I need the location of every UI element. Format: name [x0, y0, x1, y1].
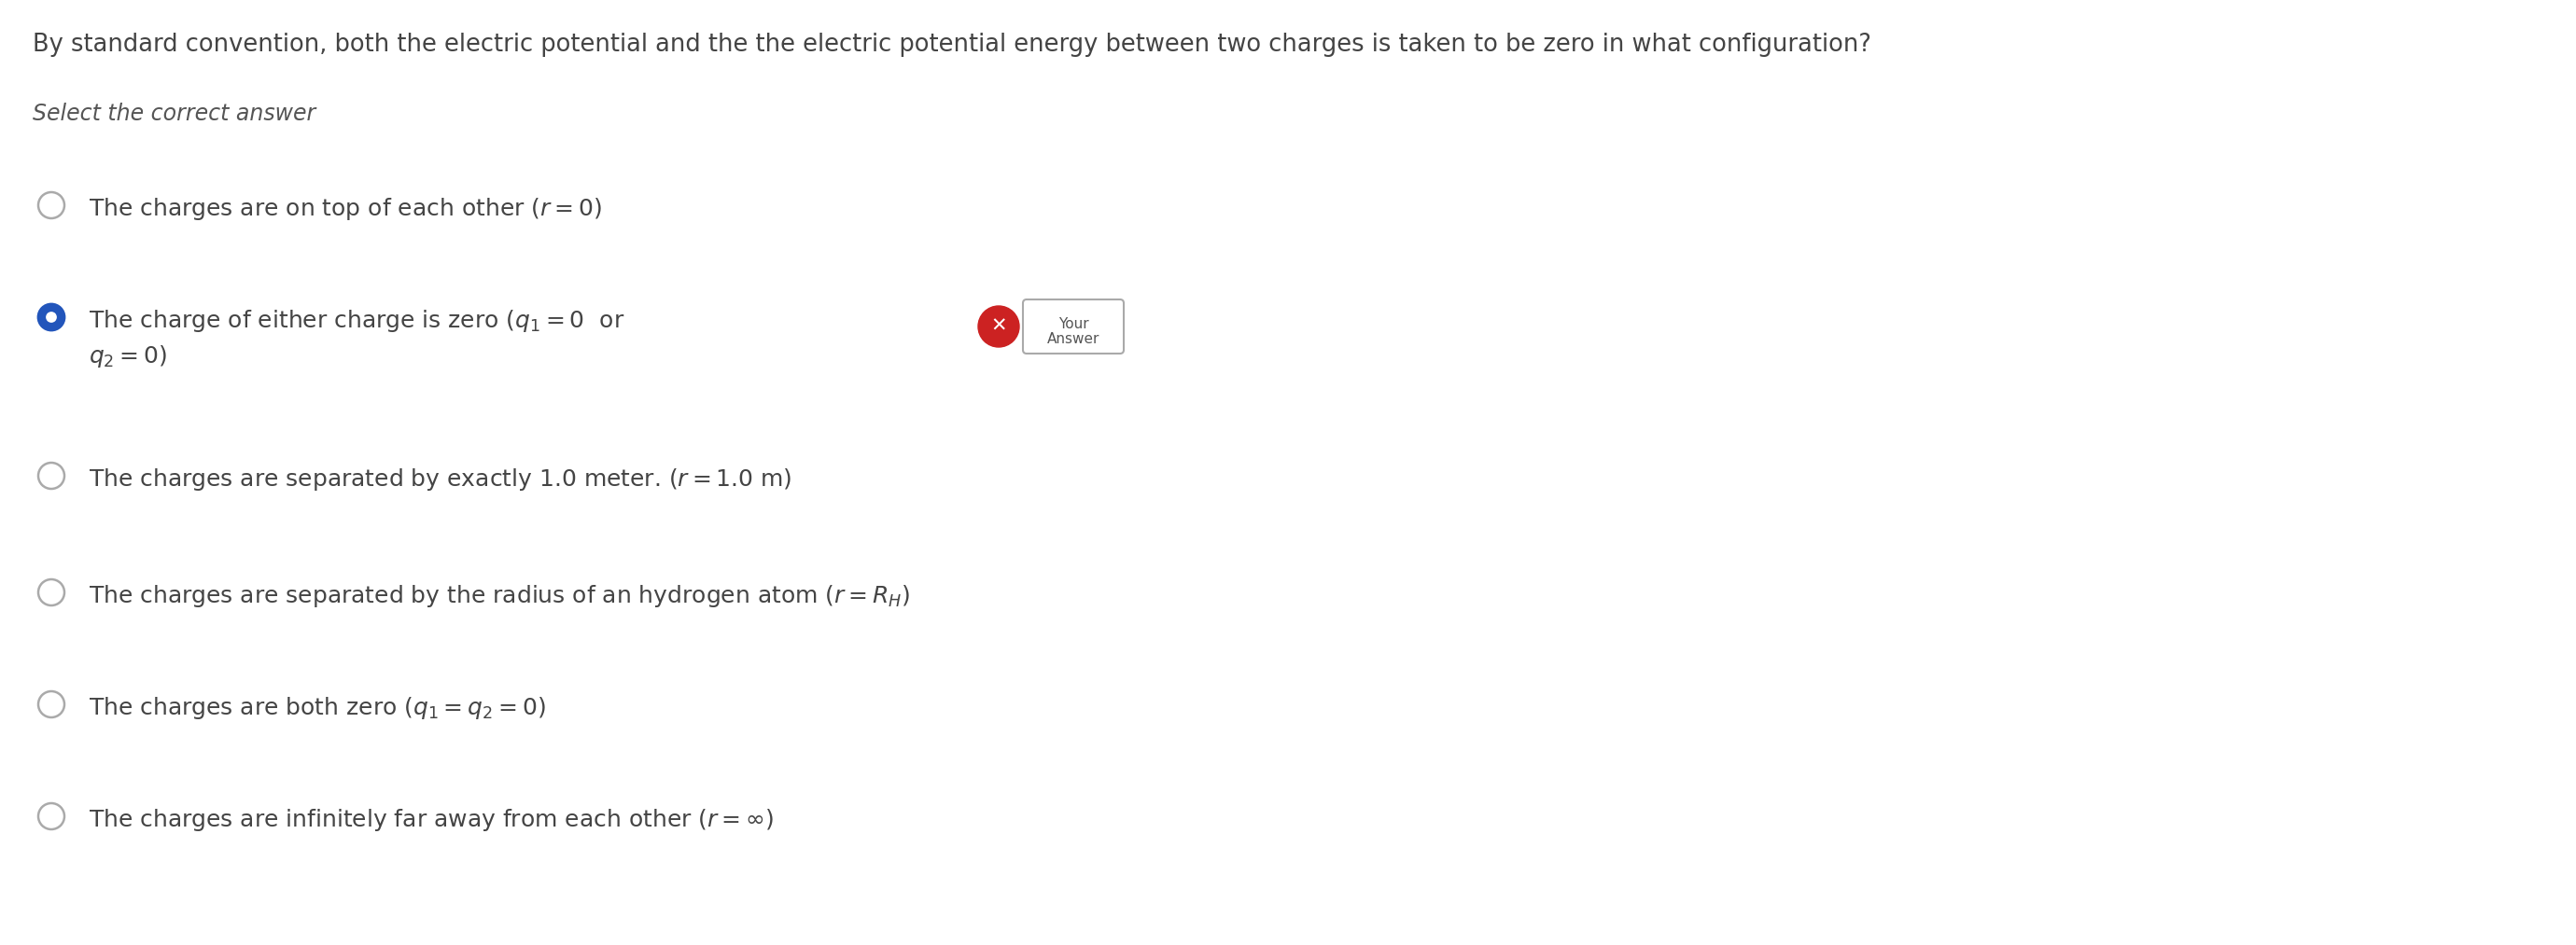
Text: $q_2 = 0$): $q_2 = 0$) [88, 343, 167, 369]
Text: The charges are on top of each other ($r = 0$): The charges are on top of each other ($r… [88, 196, 603, 222]
Circle shape [39, 691, 64, 717]
Text: The charges are infinitely far away from each other ($r = \infty$): The charges are infinitely far away from… [88, 807, 773, 833]
Text: The charges are both zero ($q_1 = q_2 = 0$): The charges are both zero ($q_1 = q_2 = … [88, 695, 546, 721]
Circle shape [46, 312, 57, 322]
Circle shape [39, 463, 64, 489]
Circle shape [39, 579, 64, 606]
Text: The charges are separated by the radius of an hydrogen atom ($r = R_H$): The charges are separated by the radius … [88, 583, 909, 610]
Circle shape [39, 192, 64, 218]
Text: The charges are separated by exactly 1.0 meter. ($r = 1.0$ m): The charges are separated by exactly 1.0… [88, 467, 791, 492]
Text: Your: Your [1059, 318, 1090, 332]
Circle shape [39, 803, 64, 830]
Circle shape [979, 306, 1020, 347]
Text: By standard convention, both the electric potential and the the electric potenti: By standard convention, both the electri… [33, 33, 1870, 57]
FancyBboxPatch shape [1023, 300, 1123, 353]
Text: Answer: Answer [1046, 333, 1100, 347]
Text: The charge of either charge is zero ($q_1 = 0$  or: The charge of either charge is zero ($q_… [88, 308, 623, 334]
Circle shape [39, 304, 64, 330]
Text: Select the correct answer: Select the correct answer [33, 103, 317, 125]
Text: ✕: ✕ [992, 318, 1007, 335]
